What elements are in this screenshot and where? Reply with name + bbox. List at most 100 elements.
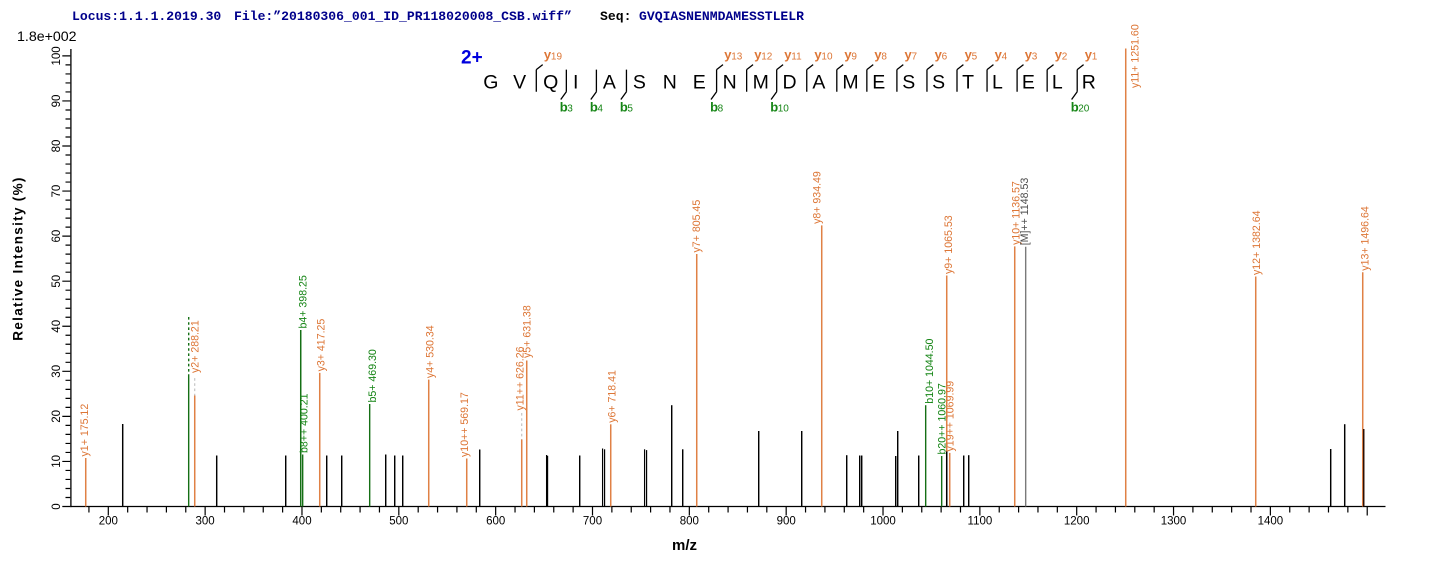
svg-text:13: 13 xyxy=(731,52,743,63)
svg-text:D: D xyxy=(783,71,797,93)
svg-text:10: 10 xyxy=(51,455,63,468)
svg-text:y2+ 288.21: y2+ 288.21 xyxy=(190,320,202,373)
svg-text:b: b xyxy=(770,99,778,114)
svg-text:11: 11 xyxy=(791,52,802,63)
svg-text:0: 0 xyxy=(51,503,63,509)
svg-text:Relative Intensity (%): Relative Intensity (%) xyxy=(10,176,25,340)
svg-text:400: 400 xyxy=(292,516,311,528)
svg-text:S: S xyxy=(902,71,915,93)
svg-text:1100: 1100 xyxy=(968,516,993,528)
svg-text:y: y xyxy=(1055,47,1063,62)
svg-text:200: 200 xyxy=(99,516,118,528)
svg-text:y: y xyxy=(754,47,762,62)
svg-text:b5+ 469.30: b5+ 469.30 xyxy=(367,349,379,402)
svg-text:S: S xyxy=(633,71,646,93)
svg-text:A: A xyxy=(812,71,825,93)
svg-text:1000: 1000 xyxy=(870,516,896,528)
svg-text:1200: 1200 xyxy=(1064,516,1090,528)
svg-text:y19++ 1069.99: y19++ 1069.99 xyxy=(945,381,957,452)
svg-text:90: 90 xyxy=(51,95,63,108)
svg-text:7: 7 xyxy=(912,52,918,63)
svg-text:y: y xyxy=(724,47,732,62)
svg-text:y8+ 934.49: y8+ 934.49 xyxy=(812,171,824,224)
svg-text:2: 2 xyxy=(1062,52,1068,63)
svg-text:1: 1 xyxy=(1092,52,1098,63)
svg-text:3: 3 xyxy=(1032,52,1038,63)
svg-text:y: y xyxy=(544,47,552,62)
svg-text:20: 20 xyxy=(1078,103,1090,114)
svg-text:File:”20180306_001_ID_PR118020: File:”20180306_001_ID_PR118020008_CSB.wi… xyxy=(234,9,572,24)
svg-text:1.8e+002: 1.8e+002 xyxy=(17,29,77,45)
svg-text:20: 20 xyxy=(51,410,63,423)
svg-text:12: 12 xyxy=(761,52,773,63)
svg-text:Seq:: Seq: xyxy=(600,9,631,24)
svg-text:y: y xyxy=(935,47,943,62)
svg-text:8: 8 xyxy=(881,52,887,63)
svg-text:I: I xyxy=(573,71,578,93)
svg-text:500: 500 xyxy=(389,516,408,528)
svg-text:100: 100 xyxy=(51,46,63,65)
svg-text:1400: 1400 xyxy=(1258,516,1284,528)
svg-text:A: A xyxy=(603,71,616,93)
svg-text:b: b xyxy=(560,99,568,114)
svg-text:M: M xyxy=(753,71,769,93)
svg-text:70: 70 xyxy=(51,185,63,198)
svg-text:y5+ 631.38: y5+ 631.38 xyxy=(522,305,534,358)
svg-text:E: E xyxy=(872,71,885,93)
svg-text:y6+ 718.41: y6+ 718.41 xyxy=(607,370,619,423)
svg-text:30: 30 xyxy=(51,365,63,378)
svg-text:T: T xyxy=(962,71,974,93)
svg-text:y: y xyxy=(874,47,882,62)
svg-text:y: y xyxy=(784,47,792,62)
svg-text:5: 5 xyxy=(972,52,978,63)
svg-text:y: y xyxy=(905,47,913,62)
svg-text:y3+ 417.25: y3+ 417.25 xyxy=(315,319,327,372)
svg-text:y10+ 1136.57: y10+ 1136.57 xyxy=(1011,181,1023,245)
svg-text:y12+ 1382.64: y12+ 1382.64 xyxy=(1251,210,1263,275)
svg-text:y: y xyxy=(995,47,1003,62)
svg-text:y4+ 530.34: y4+ 530.34 xyxy=(424,325,436,378)
svg-text:40: 40 xyxy=(51,320,63,333)
svg-text:L: L xyxy=(1052,71,1063,93)
svg-text:Locus:1.1.1.2019.30: Locus:1.1.1.2019.30 xyxy=(72,9,221,24)
svg-text:y11+ 1251.60: y11+ 1251.60 xyxy=(1130,24,1142,88)
svg-text:b10+ 1044.50: b10+ 1044.50 xyxy=(924,338,936,403)
svg-text:m/z: m/z xyxy=(672,537,697,554)
svg-text:GVQIASNENMDAMESSTLELR: GVQIASNENMDAMESSTLELR xyxy=(639,9,804,24)
svg-text:2+: 2+ xyxy=(461,48,483,69)
svg-text:b: b xyxy=(710,99,718,114)
svg-text:y13+ 1496.64: y13+ 1496.64 xyxy=(1360,206,1372,271)
svg-text:50: 50 xyxy=(51,275,63,288)
svg-text:R: R xyxy=(1082,71,1096,93)
svg-text:b8++ 400.21: b8++ 400.21 xyxy=(299,393,311,453)
svg-text:y11++ 626.26: y11++ 626.26 xyxy=(515,346,527,410)
svg-text:b4+ 398.25: b4+ 398.25 xyxy=(298,275,310,328)
svg-text:y: y xyxy=(1025,47,1033,62)
svg-text:60: 60 xyxy=(51,230,63,243)
svg-text:4: 4 xyxy=(597,103,603,114)
svg-text:E: E xyxy=(693,71,706,93)
svg-text:y1+ 175.12: y1+ 175.12 xyxy=(79,404,91,457)
svg-text:G: G xyxy=(483,71,498,93)
svg-text:y: y xyxy=(1085,47,1093,62)
svg-text:y9+ 1065.53: y9+ 1065.53 xyxy=(943,215,955,274)
svg-text:5: 5 xyxy=(627,103,633,114)
svg-text:9: 9 xyxy=(851,52,857,63)
svg-text:V: V xyxy=(513,71,526,93)
svg-text:300: 300 xyxy=(196,516,215,528)
svg-text:3: 3 xyxy=(567,103,573,114)
svg-text:900: 900 xyxy=(777,516,796,528)
svg-text:N: N xyxy=(723,71,737,93)
svg-text:[M]++ 1148.53: [M]++ 1148.53 xyxy=(1019,178,1031,246)
svg-text:19: 19 xyxy=(551,52,563,63)
svg-text:Q: Q xyxy=(543,71,558,93)
svg-text:6: 6 xyxy=(942,52,948,63)
svg-text:b: b xyxy=(1071,99,1079,114)
svg-text:600: 600 xyxy=(486,516,505,528)
svg-text:800: 800 xyxy=(680,516,699,528)
svg-text:10: 10 xyxy=(821,52,833,63)
svg-text:b: b xyxy=(590,99,598,114)
svg-text:80: 80 xyxy=(51,140,63,153)
svg-text:y: y xyxy=(965,47,973,62)
svg-text:M: M xyxy=(842,71,858,93)
